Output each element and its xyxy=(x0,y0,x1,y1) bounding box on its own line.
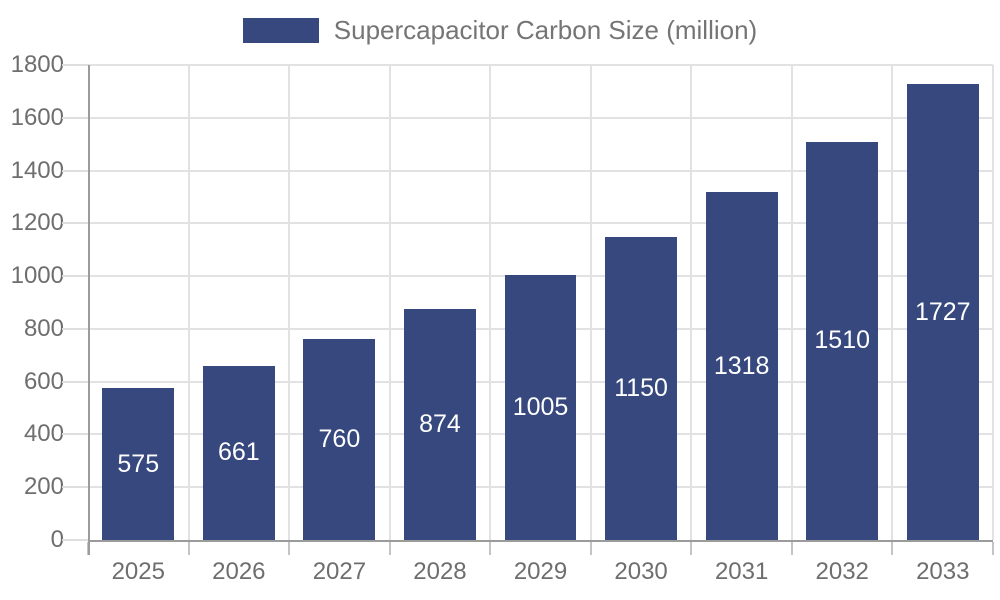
gridline-vertical xyxy=(790,65,793,540)
x-tick-label-2030: 2030 xyxy=(614,558,668,585)
y-tick-label: 200 xyxy=(23,473,64,501)
y-axis-tick xyxy=(62,486,88,489)
x-tick-label-2026: 2026 xyxy=(212,558,266,585)
bar-band-2033: 1727 xyxy=(893,65,994,540)
x-axis-tick xyxy=(690,542,693,555)
bar-value-label: 575 xyxy=(117,449,160,478)
gridline-horizontal xyxy=(88,222,993,225)
x-axis-tick xyxy=(790,542,793,555)
gridline-horizontal xyxy=(88,116,993,119)
y-axis-tick xyxy=(62,275,88,278)
bar-band-2032: 1510 xyxy=(792,65,893,540)
bar-2029[interactable]: 1005 xyxy=(504,274,577,540)
y-tick-label: 1800 xyxy=(10,51,64,78)
bar-2030[interactable]: 1150 xyxy=(605,236,678,540)
y-axis-tick xyxy=(62,433,88,436)
bar-2026[interactable]: 661 xyxy=(202,365,275,540)
gridline-horizontal xyxy=(88,64,993,66)
bar-value-label: 760 xyxy=(318,425,361,454)
x-axis-tick xyxy=(891,542,894,555)
x-axis-tick xyxy=(288,542,291,555)
legend-swatch-icon xyxy=(242,18,319,43)
y-axis-tick xyxy=(62,116,88,119)
bars-container: 575 661 760 874 1005 1150 1318 1510 1727 xyxy=(88,65,993,540)
y-tick-label: 1400 xyxy=(10,156,64,184)
bar-2031[interactable]: 1318 xyxy=(705,192,778,540)
bar-band-2026: 661 xyxy=(189,65,290,540)
bar-band-2025: 575 xyxy=(88,65,189,540)
legend-label: Supercapacitor Carbon Size (million) xyxy=(333,15,758,45)
bar-band-2029: 1005 xyxy=(490,65,591,540)
bar-value-label: 1150 xyxy=(614,373,668,402)
x-tick-label-2032: 2032 xyxy=(815,558,869,585)
gridline-vertical xyxy=(288,65,291,540)
x-axis-tick xyxy=(388,542,391,555)
bar-value-label: 874 xyxy=(419,410,461,439)
gridline-vertical xyxy=(891,65,894,540)
legend[interactable]: Supercapacitor Carbon Size (million) xyxy=(0,15,1000,46)
gridline-vertical xyxy=(489,65,492,540)
y-axis-tick xyxy=(62,380,88,383)
y-axis-tick xyxy=(62,539,88,541)
y-tick-label: 1000 xyxy=(10,262,64,290)
y-axis-tick xyxy=(62,64,88,66)
y-axis-tick xyxy=(62,169,88,172)
gridline-vertical xyxy=(690,65,693,540)
bar-band-2027: 760 xyxy=(289,65,390,540)
x-tick-label-2033: 2033 xyxy=(916,558,970,585)
x-tick-label-2031: 2031 xyxy=(714,558,769,585)
y-tick-label: 600 xyxy=(23,367,64,395)
bar-value-label: 1510 xyxy=(814,326,871,355)
y-tick-label: 1600 xyxy=(10,103,64,131)
bar-band-2031: 1318 xyxy=(691,65,792,540)
y-axis-labels: 0 200 400 600 800 1000 1200 1400 1600 1800 xyxy=(0,51,64,553)
y-tick-label: 0 xyxy=(50,526,64,553)
gridline-vertical xyxy=(589,65,592,540)
y-axis-tick xyxy=(62,327,88,330)
y-axis-line xyxy=(88,65,90,555)
x-tick-label-2028: 2028 xyxy=(413,558,467,585)
x-axis-line xyxy=(88,540,993,542)
bar-value-label: 1318 xyxy=(713,351,770,380)
bar-band-2028: 874 xyxy=(390,65,491,540)
bar-value-label: 1727 xyxy=(914,297,971,326)
x-axis-tick xyxy=(992,542,994,555)
bar-2032[interactable]: 1510 xyxy=(806,141,879,540)
bar-2033[interactable]: 1727 xyxy=(906,84,979,540)
y-tick-label: 1200 xyxy=(10,209,64,237)
bar-band-2030: 1150 xyxy=(591,65,692,540)
x-axis-tick xyxy=(589,542,592,555)
gridline-horizontal xyxy=(88,169,993,172)
bar-value-label: 1005 xyxy=(512,392,569,421)
x-tick-label-2029: 2029 xyxy=(513,558,568,585)
y-axis-tick xyxy=(62,222,88,225)
y-tick-label: 800 xyxy=(23,314,64,342)
bar-value-label: 661 xyxy=(217,438,260,467)
x-tick-label-2025: 2025 xyxy=(111,558,165,585)
plot-area: 575 661 760 874 1005 1150 1318 1510 1727 xyxy=(62,64,994,555)
x-axis-tick xyxy=(187,542,190,555)
bar-2027[interactable]: 760 xyxy=(303,339,376,540)
bar-2028[interactable]: 874 xyxy=(404,309,476,540)
x-tick-label-2027: 2027 xyxy=(312,558,367,585)
y-tick-label: 400 xyxy=(23,420,64,448)
bar-2025[interactable]: 575 xyxy=(102,388,175,540)
gridline-vertical xyxy=(992,65,994,540)
x-axis-labels: 2025 2026 2027 2028 2029 2030 2031 2032 2033 xyxy=(88,558,993,586)
x-axis-tick xyxy=(489,542,492,555)
gridline-vertical xyxy=(388,65,391,540)
gridline-vertical xyxy=(187,65,190,540)
